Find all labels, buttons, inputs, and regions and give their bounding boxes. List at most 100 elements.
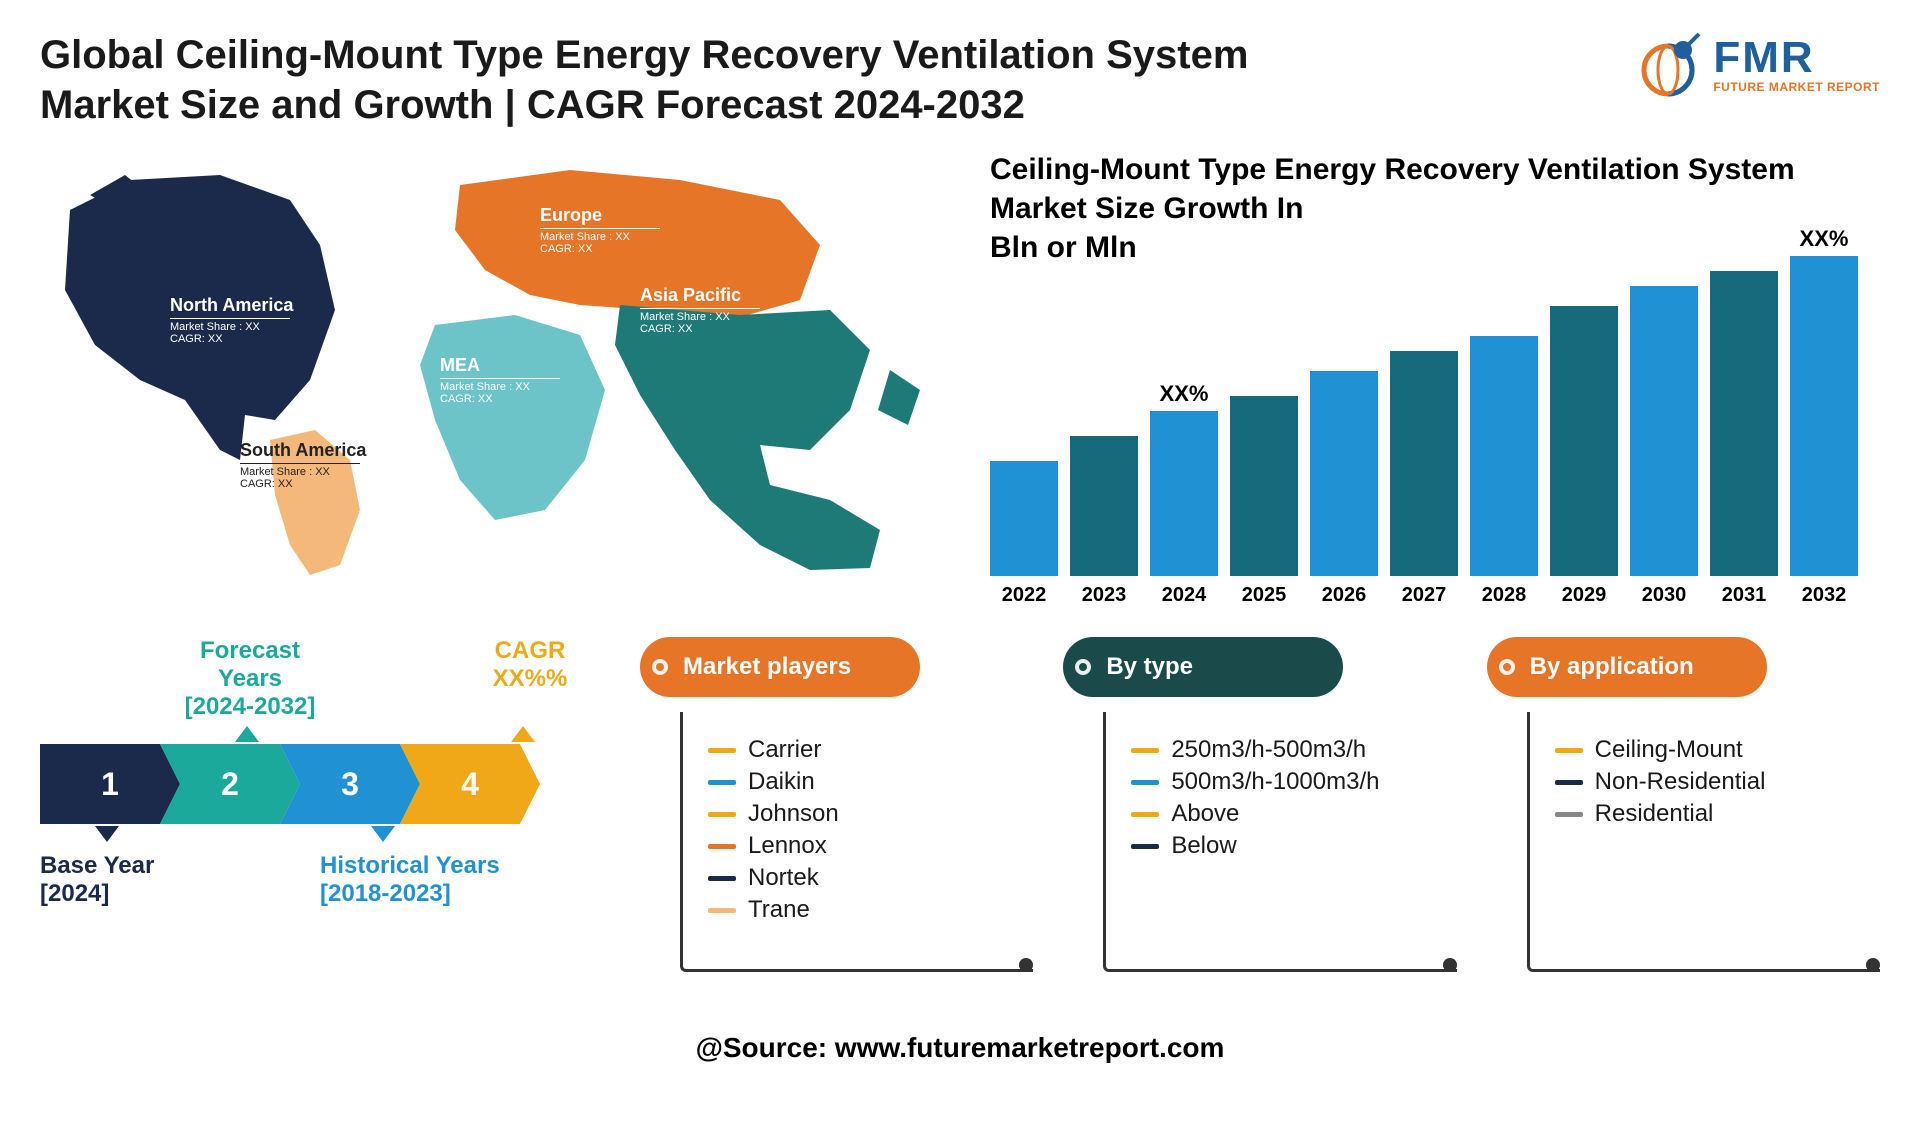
bar-chart: 2022 2023 XX%2024 2025 2026 2027 2028 2029 2030 2…: [990, 287, 1880, 607]
list-item: Lennox: [708, 832, 1033, 860]
dash-icon: [708, 812, 736, 817]
chart-bar: [990, 461, 1058, 576]
bullet-icon: [652, 659, 668, 675]
dash-icon: [1555, 748, 1583, 753]
chart-bar: [1150, 411, 1218, 576]
bar-year-label: 2031: [1722, 584, 1767, 607]
dash-icon: [1131, 748, 1159, 753]
bar-year-label: 2022: [1002, 584, 1047, 607]
source-attribution: @Source: www.futuremarketreport.com: [0, 1032, 1920, 1064]
list-item: Ceiling-Mount: [1555, 736, 1880, 764]
category-list-bracket: 250m3/h-500m3/h 500m3/h-1000m3/h Above Belo…: [1103, 712, 1456, 972]
arrow-up-icon: [235, 726, 259, 742]
categories-section: Market players Carrier Daikin Johnson Lennox…: [640, 637, 1880, 972]
dash-icon: [1555, 780, 1583, 785]
chart-bar: [1230, 396, 1298, 576]
list-item: Trane: [708, 896, 1033, 924]
chart-bar: [1790, 256, 1858, 576]
chart-bar: [1470, 336, 1538, 576]
forecast-years-label: Forecast Years [2024-2032]: [180, 637, 320, 721]
dash-icon: [1131, 780, 1159, 785]
dash-icon: [1131, 812, 1159, 817]
list-item: Johnson: [708, 800, 1033, 828]
chart-title: Ceiling-Mount Type Energy Recovery Venti…: [990, 150, 1880, 267]
category-title: By type: [1106, 653, 1193, 681]
list-item-text: Johnson: [748, 800, 839, 828]
arrow-down-icon: [371, 826, 395, 842]
bar-year-label: 2027: [1402, 584, 1447, 607]
chart-bar: [1710, 271, 1778, 576]
list-item-text: Lennox: [748, 832, 827, 860]
map-label-mea: MEA Market Share : XX CAGR: XX: [440, 355, 560, 405]
list-item-text: Ceiling-Mount: [1595, 736, 1743, 764]
list-item: Above: [1131, 800, 1456, 828]
map-label-europe: Europe Market Share : XX CAGR: XX: [540, 205, 660, 255]
bar-wrap: 2031: [1710, 271, 1778, 607]
category-header: By application: [1487, 637, 1767, 697]
map-label-south-america: South America Market Share : XX CAGR: XX: [240, 440, 366, 490]
category-column: By type 250m3/h-500m3/h 500m3/h-1000m3/h Ab…: [1063, 637, 1456, 972]
chart-bar: [1390, 351, 1458, 576]
bar-year-label: 2030: [1642, 584, 1687, 607]
bar-year-label: 2023: [1082, 584, 1127, 607]
timeline-chevrons: 1234: [40, 744, 600, 824]
category-column: By application Ceiling-Mount Non-Residenti…: [1487, 637, 1880, 972]
list-item-text: 500m3/h-1000m3/h: [1171, 768, 1379, 796]
dash-icon: [1131, 844, 1159, 849]
bar-year-label: 2028: [1482, 584, 1527, 607]
list-item: 500m3/h-1000m3/h: [1131, 768, 1456, 796]
bar-chart-container: Ceiling-Mount Type Energy Recovery Venti…: [990, 150, 1880, 607]
dash-icon: [708, 748, 736, 753]
list-item-text: Carrier: [748, 736, 821, 764]
bar-wrap: 2028: [1470, 336, 1538, 607]
historical-years-label: Historical Years [2018-2023]: [320, 852, 540, 908]
timeline-chevron: 2: [160, 744, 300, 824]
map-label-north-america: North America Market Share : XX CAGR: XX: [170, 295, 293, 345]
category-title: By application: [1530, 653, 1694, 681]
list-item-text: Residential: [1595, 800, 1714, 828]
dash-icon: [708, 844, 736, 849]
bar-wrap: XX%2032: [1790, 256, 1858, 607]
category-header: By type: [1063, 637, 1343, 697]
region-asia-pacific: [615, 305, 920, 570]
chart-bar: [1630, 286, 1698, 576]
list-item: Daikin: [708, 768, 1033, 796]
list-item: 250m3/h-500m3/h: [1131, 736, 1456, 764]
category-list-bracket: Ceiling-Mount Non-Residential Residential: [1527, 712, 1880, 972]
chart-bar: [1070, 436, 1138, 576]
timeline-section: Forecast Years [2024-2032] CAGR XX%% 123…: [40, 637, 600, 908]
bullet-icon: [1499, 659, 1515, 675]
chart-bar: [1550, 306, 1618, 576]
bar-wrap: 2026: [1310, 371, 1378, 607]
list-item-text: 250m3/h-500m3/h: [1171, 736, 1366, 764]
list-item: Residential: [1555, 800, 1880, 828]
fmr-logo: FMR FUTURE MARKET REPORT: [1633, 30, 1880, 100]
base-year-label: Base Year [2024]: [40, 852, 200, 908]
bar-wrap: 2029: [1550, 306, 1618, 607]
bar-year-label: 2025: [1242, 584, 1287, 607]
dash-icon: [708, 780, 736, 785]
bar-annotation: XX%: [1160, 381, 1209, 407]
chart-bar: [1310, 371, 1378, 576]
list-item-text: Daikin: [748, 768, 815, 796]
list-item: Below: [1131, 832, 1456, 860]
dash-icon: [708, 876, 736, 881]
world-map: North America Market Share : XX CAGR: XX…: [40, 150, 960, 580]
bullet-icon: [1075, 659, 1091, 675]
category-list-bracket: Carrier Daikin Johnson Lennox Nortek Trane: [680, 712, 1033, 972]
logo-text-sub: FUTURE MARKET REPORT: [1713, 80, 1880, 94]
list-item-text: Trane: [748, 896, 810, 924]
bar-year-label: 2026: [1322, 584, 1367, 607]
region-mea: [420, 315, 605, 520]
bar-wrap: 2027: [1390, 351, 1458, 607]
list-item: Non-Residential: [1555, 768, 1880, 796]
list-item-text: Below: [1171, 832, 1236, 860]
arrow-down-icon: [95, 826, 119, 842]
list-item-text: Above: [1171, 800, 1239, 828]
dash-icon: [708, 908, 736, 913]
list-item-text: Nortek: [748, 864, 819, 892]
bar-year-label: 2032: [1802, 584, 1847, 607]
list-item: Nortek: [708, 864, 1033, 892]
bar-wrap: XX%2024: [1150, 411, 1218, 607]
category-header: Market players: [640, 637, 920, 697]
